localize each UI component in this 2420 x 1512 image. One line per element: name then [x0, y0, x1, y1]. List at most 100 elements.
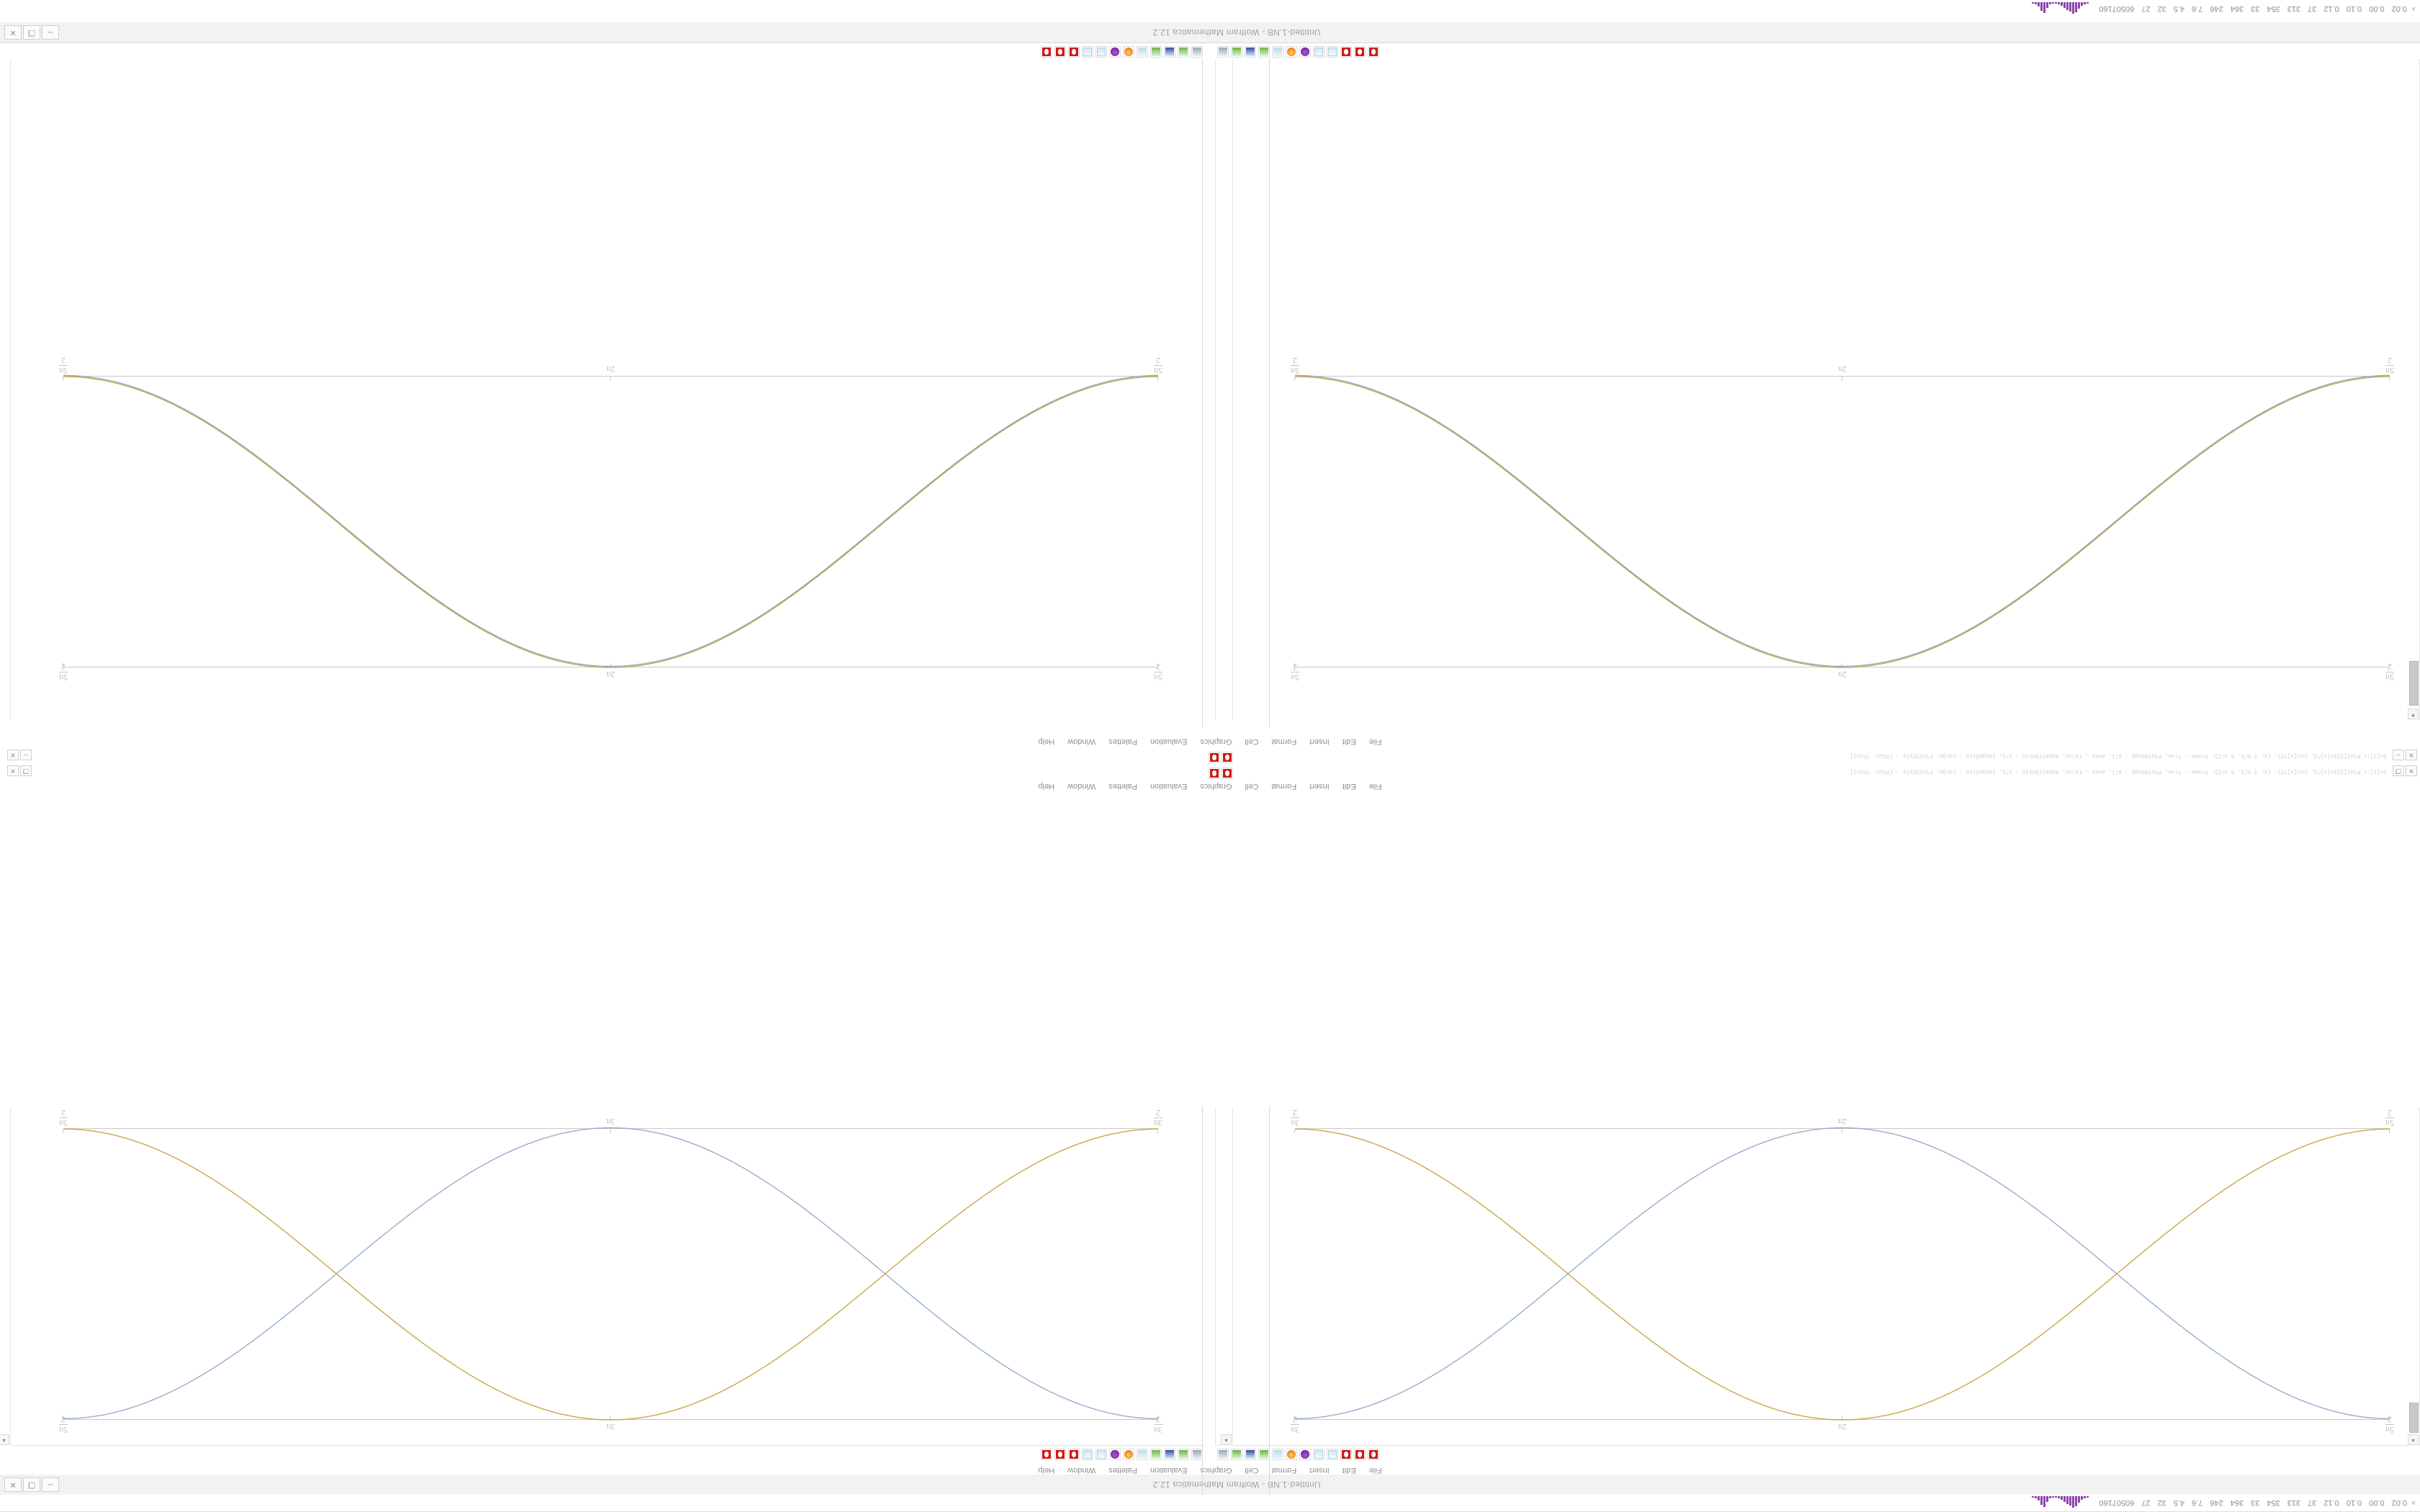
- menu-item-edit[interactable]: Edit: [1342, 782, 1356, 791]
- scroll-up-arrow[interactable]: ▲: [2408, 1434, 2419, 1445]
- scrollbar-mid-top[interactable]: ▲: [1221, 1107, 1233, 1446]
- menu-item-evaluation[interactable]: Evaluation: [1150, 737, 1188, 746]
- notebook-document-icon[interactable]: [1082, 46, 1093, 58]
- window-controls-top[interactable]: – ❐ ✕: [0, 1477, 59, 1492]
- menu-item-window[interactable]: Window: [1067, 1466, 1096, 1475]
- save-disk-icon[interactable]: [1245, 46, 1256, 58]
- wolfram-spikey-icon[interactable]: [1041, 46, 1052, 58]
- wolfram-spikey-icon[interactable]: [1054, 46, 1066, 58]
- windows-taskbar-top[interactable]: ˄ 0.02 0.00 0.10 0.12 37 313 354 33 364 246 7.6 4.5…: [0, 1494, 2420, 1512]
- wolfram-spikey-icon[interactable]: [1354, 1449, 1366, 1460]
- close-button[interactable]: ✕: [4, 1477, 22, 1492]
- wolfram-spikey-icon[interactable]: [1068, 46, 1080, 58]
- menu-item-window[interactable]: Window: [1067, 737, 1096, 746]
- restore-button[interactable]: ❐: [20, 765, 32, 776]
- menu-item-help[interactable]: Help: [1038, 1466, 1055, 1475]
- text-editor-icon[interactable]: [1137, 46, 1148, 58]
- scroll-down-arrow[interactable]: ▼: [2408, 708, 2419, 719]
- mid-window-controls-right[interactable]: ❐ ✕: [3, 765, 32, 776]
- browser-purple-icon[interactable]: [1109, 1449, 1121, 1460]
- menu-item-graphics[interactable]: Graphics: [1200, 737, 1232, 746]
- wolfram-spikey-icon[interactable]: [1368, 1449, 1379, 1460]
- close-button[interactable]: ✕: [4, 25, 22, 40]
- text-editor-icon[interactable]: [1137, 1449, 1148, 1460]
- mid-window-controls-left2[interactable]: ✕ –: [2388, 750, 2417, 760]
- text-editor-icon[interactable]: [1272, 46, 1283, 58]
- toolbar-top[interactable]: [0, 1447, 2420, 1462]
- notebook-document-icon[interactable]: [1082, 1449, 1093, 1460]
- minimize-button[interactable]: –: [2393, 750, 2404, 760]
- mid-window-controls-left[interactable]: ✕ ❐: [2388, 765, 2417, 776]
- plot-top-right[interactable]: 3π 2 3π 2 3π 3π 5π 2 5π 2: [58, 1108, 1163, 1435]
- terminal-icon[interactable]: [1231, 46, 1242, 58]
- menubar-top[interactable]: File Edit Insert Format Cell Graphics Evaluati…: [0, 1462, 2420, 1475]
- terminal-icon[interactable]: [1231, 1449, 1242, 1460]
- menu-item-evaluation[interactable]: Evaluation: [1150, 782, 1188, 791]
- terminal-icon[interactable]: [1178, 1449, 1189, 1460]
- windows-taskbar-bottom[interactable]: ˄ 0.02 0.00 0.10 0.12 37 313 354 33 364 246 7.6 4.5…: [0, 0, 2420, 17]
- wolfram-spikey-icon[interactable]: [1041, 1449, 1052, 1460]
- save-disk-icon[interactable]: [1164, 46, 1175, 58]
- menubar-mid-b[interactable]: File Edit Insert Format Cell Graphics Evaluati…: [0, 733, 2420, 746]
- minimize-button[interactable]: –: [42, 1477, 59, 1492]
- plot-bottom-right[interactable]: 5π 2 5π 2 2π 2π 5π 2 5π 2: [58, 356, 1163, 683]
- restore-button[interactable]: ❐: [2393, 765, 2404, 776]
- menu-item-format[interactable]: Format: [1271, 737, 1297, 746]
- close-button[interactable]: ✕: [2406, 765, 2417, 776]
- menubar-mid-a[interactable]: File Edit Insert Format Cell Graphics Evaluati…: [0, 778, 2420, 791]
- plot-top-left[interactable]: 5π 2 5π 2 2π 2π 3π 2 3π 2: [1290, 1108, 2395, 1435]
- menu-item-format[interactable]: Format: [1271, 782, 1297, 791]
- menu-item-insert[interactable]: Insert: [1309, 737, 1330, 746]
- mid-icons-upper[interactable]: [1209, 768, 1233, 779]
- scroll-up-arrow[interactable]: ▲: [1221, 1434, 1232, 1445]
- settings-app-icon[interactable]: [1191, 46, 1203, 58]
- wolfram-spikey-icon[interactable]: [1068, 1449, 1080, 1460]
- titlebar-top-window[interactable]: Untitled-1.NB - Wolfram Mathematica 12.2…: [0, 1474, 2420, 1495]
- wolfram-spikey-icon[interactable]: [1368, 46, 1379, 58]
- scrollbar-left-bottom[interactable]: ▼: [2408, 50, 2420, 720]
- save-disk-icon[interactable]: [1245, 1449, 1256, 1460]
- wolfram-spikey-icon[interactable]: [1209, 752, 1220, 763]
- minimize-button[interactable]: –: [20, 750, 32, 760]
- menu-item-file[interactable]: File: [1368, 782, 1382, 791]
- menu-item-palettes[interactable]: Palettes: [1108, 737, 1138, 746]
- toolbar-bottom[interactable]: [0, 45, 2420, 59]
- titlebar-bottom-window[interactable]: Untitled-1.NB - Wolfram Mathematica 12.2…: [0, 22, 2420, 43]
- image-viewer-icon[interactable]: [1150, 46, 1162, 58]
- restore-button[interactable]: ❐: [23, 1477, 40, 1492]
- menu-item-evaluation[interactable]: Evaluation: [1150, 1466, 1188, 1475]
- scroll-up-arrow[interactable]: ▲: [0, 1434, 9, 1445]
- menu-item-cell[interactable]: Cell: [1245, 737, 1259, 746]
- browser-purple-icon[interactable]: [1299, 1449, 1311, 1460]
- notebook-document-icon[interactable]: [1313, 1449, 1325, 1460]
- browser-purple-icon[interactable]: [1299, 46, 1311, 58]
- settings-app-icon[interactable]: [1217, 1449, 1229, 1460]
- menu-item-insert[interactable]: Insert: [1309, 782, 1330, 791]
- plot-bottom-left[interactable]: 5π 2 5π 2 2π 2π 5π 2 5π 2: [1290, 356, 2395, 683]
- menu-item-help[interactable]: Help: [1038, 782, 1055, 791]
- notebook-document-icon[interactable]: [1095, 46, 1107, 58]
- menu-item-palettes[interactable]: Palettes: [1108, 782, 1138, 791]
- scrollbar-mid-bottom[interactable]: [1222, 50, 1233, 720]
- firefox-icon[interactable]: [1123, 1449, 1134, 1460]
- notebook-document-icon[interactable]: [1327, 1449, 1338, 1460]
- mid-window-controls-right2[interactable]: – ✕: [3, 750, 32, 760]
- wolfram-spikey-icon[interactable]: [1340, 46, 1352, 58]
- browser-purple-icon[interactable]: [1109, 46, 1121, 58]
- scroll-thumb[interactable]: [2409, 1403, 2419, 1433]
- menu-item-graphics[interactable]: Graphics: [1200, 782, 1232, 791]
- minimize-button[interactable]: –: [42, 25, 59, 40]
- menu-item-help[interactable]: Help: [1038, 737, 1055, 746]
- wolfram-spikey-icon[interactable]: [1209, 768, 1220, 779]
- wolfram-spikey-icon[interactable]: [1222, 752, 1233, 763]
- menu-item-cell[interactable]: Cell: [1245, 782, 1259, 791]
- settings-app-icon[interactable]: [1217, 46, 1229, 58]
- window-controls-bottom[interactable]: – ❐ ✕: [0, 25, 59, 40]
- scroll-thumb[interactable]: [2409, 661, 2419, 706]
- close-button[interactable]: ✕: [7, 765, 19, 776]
- notebook-document-icon[interactable]: [1313, 46, 1325, 58]
- text-editor-icon[interactable]: [1272, 1449, 1283, 1460]
- menu-item-cell[interactable]: Cell: [1245, 1466, 1259, 1475]
- notebook-document-icon[interactable]: [1327, 46, 1338, 58]
- notebook-document-icon[interactable]: [1095, 1449, 1107, 1460]
